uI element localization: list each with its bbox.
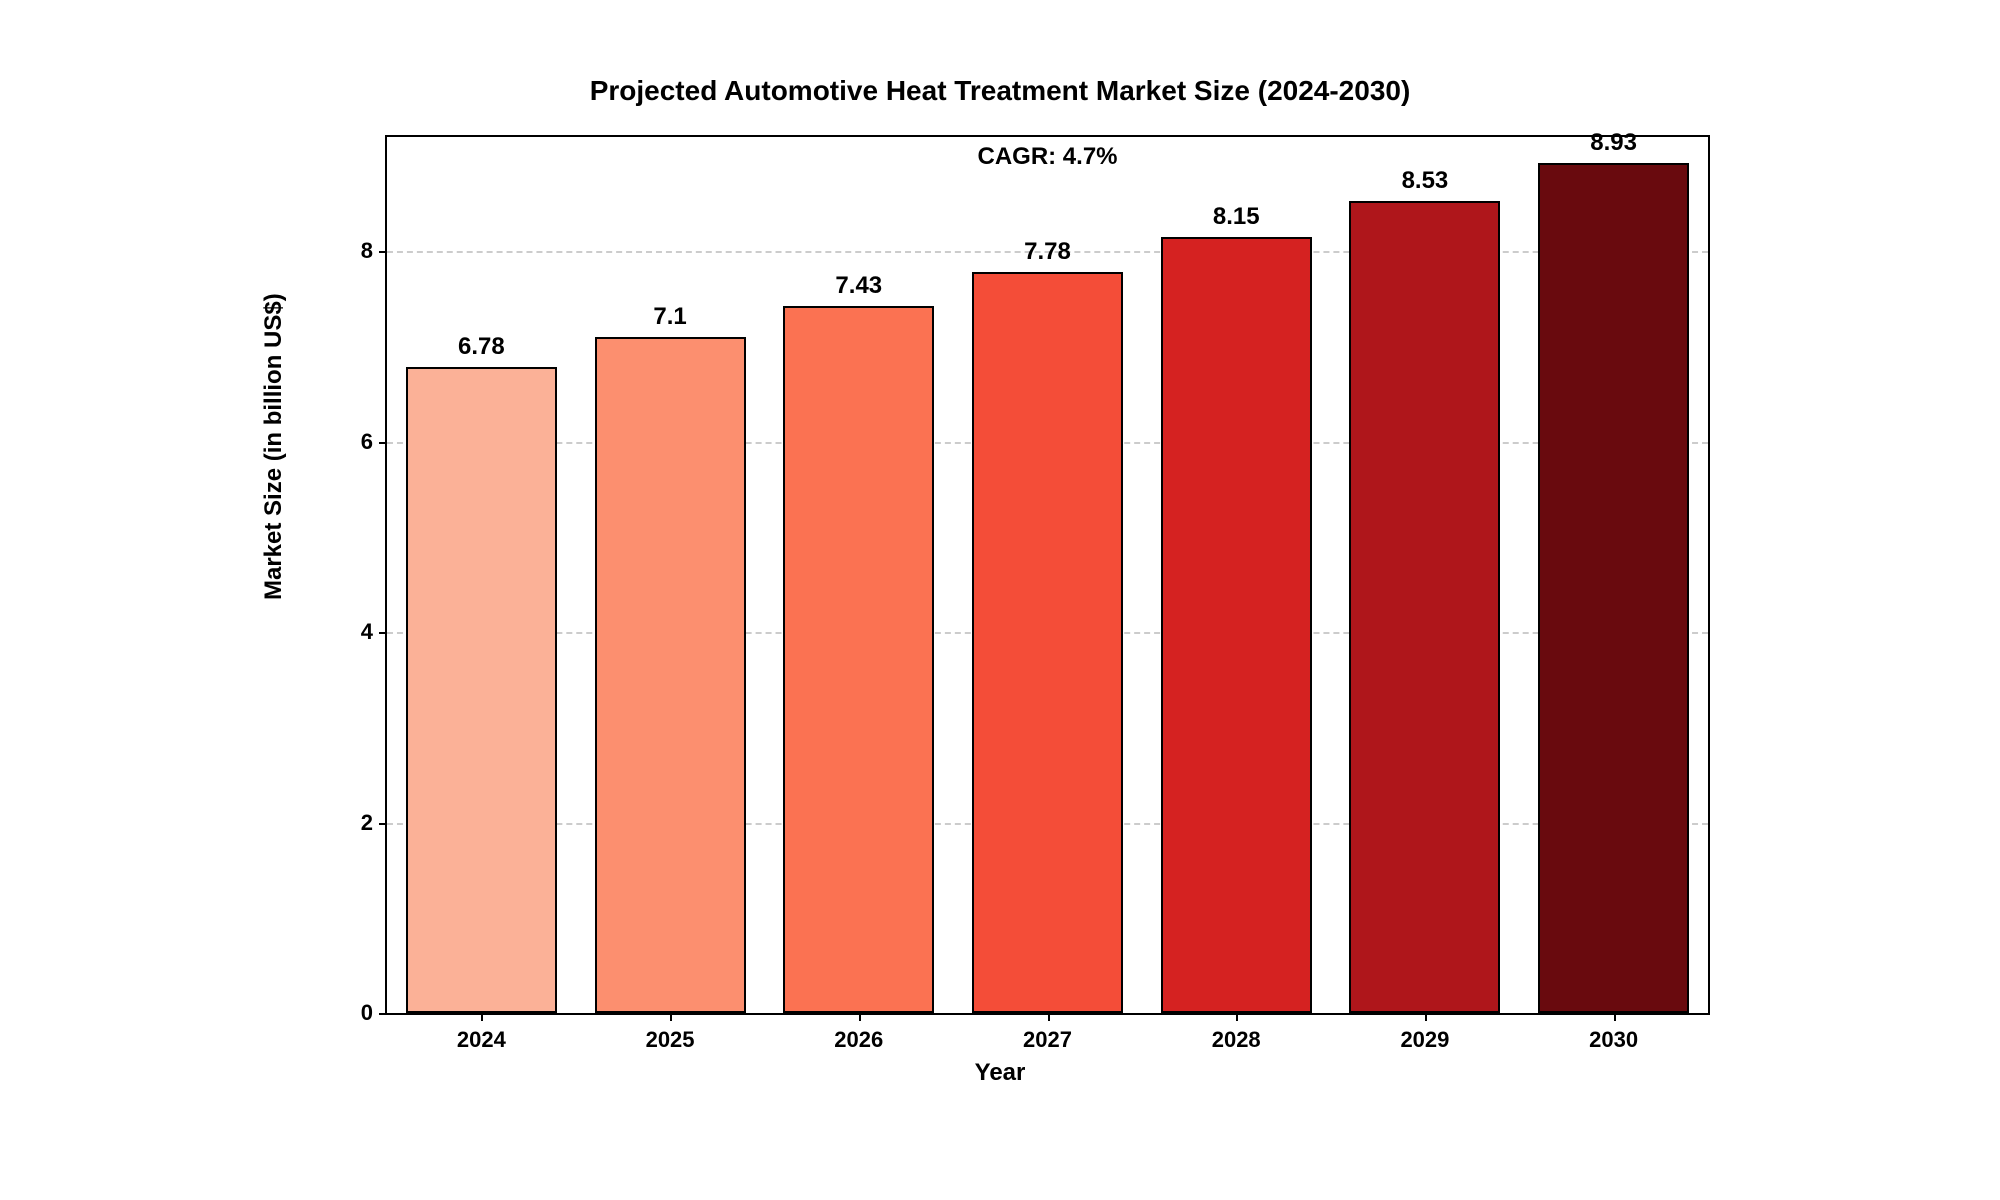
x-axis-label: Year (250, 1059, 1750, 1087)
x-tick-mark (670, 1013, 672, 1021)
bar-value-label: 8.15 (1213, 203, 1260, 239)
bar: 7.78 (972, 272, 1123, 1013)
bar: 8.53 (1349, 201, 1500, 1013)
bar-value-label: 8.53 (1402, 167, 1449, 203)
bar-value-label: 8.93 (1590, 129, 1637, 165)
x-tick-mark (1236, 1013, 1238, 1021)
y-tick-mark (379, 632, 387, 634)
bar: 8.93 (1538, 163, 1689, 1013)
chart-title: Projected Automotive Heat Treatment Mark… (250, 75, 1750, 107)
plot-area: CAGR: 4.7% 02468 6.787.17.437.788.158.53… (385, 135, 1710, 1015)
bar-value-label: 7.43 (835, 272, 882, 308)
x-tick-mark (1614, 1013, 1616, 1021)
x-tick-mark (859, 1013, 861, 1021)
x-tick-mark (1048, 1013, 1050, 1021)
bar: 7.43 (783, 306, 934, 1013)
chart-container: Projected Automotive Heat Treatment Mark… (250, 75, 1750, 1125)
y-tick-mark (379, 442, 387, 444)
bar: 8.15 (1161, 237, 1312, 1013)
x-tick-mark (481, 1013, 483, 1021)
y-tick-mark (379, 251, 387, 253)
bar-value-label: 6.78 (458, 333, 505, 369)
y-tick-mark (379, 1013, 387, 1015)
bars: 6.787.17.437.788.158.538.93 (387, 137, 1708, 1013)
bar-value-label: 7.78 (1024, 238, 1071, 274)
bar: 6.78 (406, 367, 557, 1013)
y-axis-label: Market Size (in billion US$) (260, 293, 288, 600)
y-tick-mark (379, 823, 387, 825)
x-tick-mark (1425, 1013, 1427, 1021)
bar-value-label: 7.1 (653, 303, 686, 339)
bar: 7.1 (595, 337, 746, 1013)
